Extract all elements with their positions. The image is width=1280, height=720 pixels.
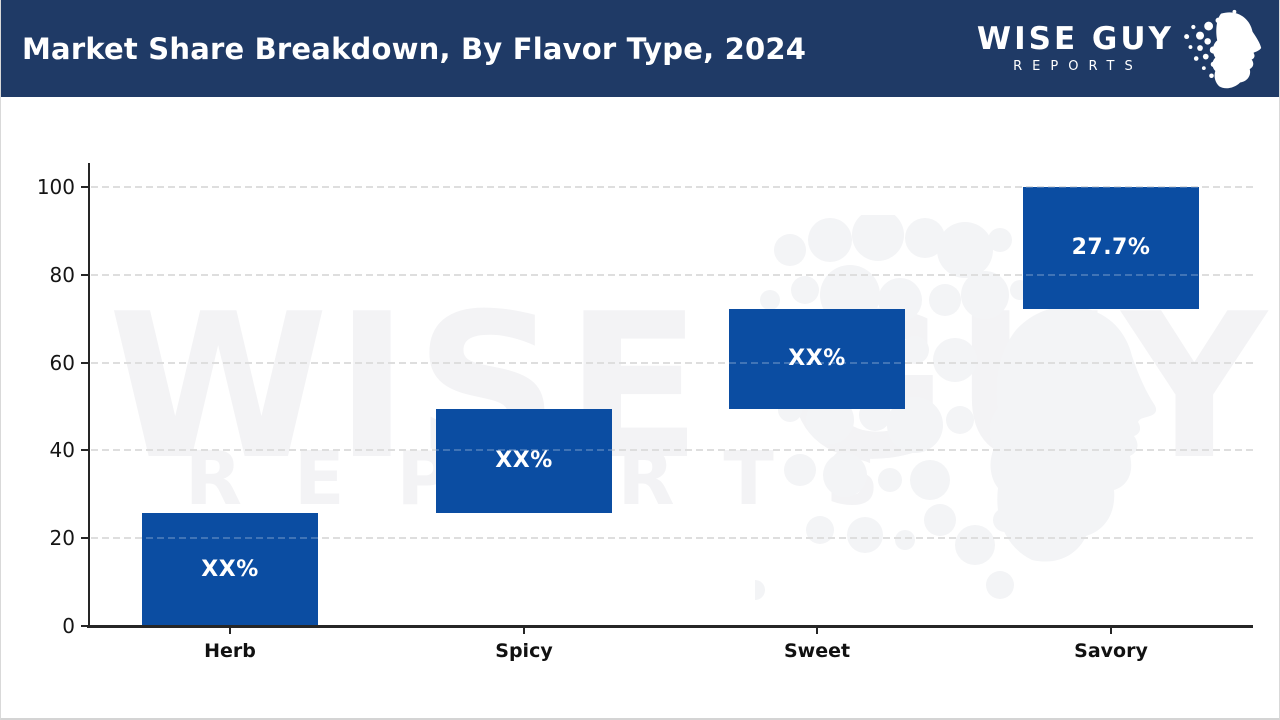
y-axis-line (88, 163, 90, 626)
y-axis-tick (81, 449, 89, 452)
brand-head-icon (1184, 9, 1262, 88)
x-tick-label: Herb (204, 640, 256, 662)
header-bar: Market Share Breakdown, By Flavor Type, … (0, 0, 1280, 97)
x-tick-label: Spicy (495, 640, 553, 662)
bar-sweet: XX% (729, 308, 905, 409)
x-axis-tick (523, 628, 525, 634)
brand-name: WISE GUY (976, 21, 1174, 57)
y-tick-label: 0 (62, 614, 75, 638)
x-axis-tick (816, 628, 818, 634)
gridline (91, 361, 1253, 364)
y-tick-label: 80 (49, 262, 75, 287)
y-tick-label: 40 (49, 438, 75, 463)
page-title: Market Share Breakdown, By Flavor Type, … (22, 31, 807, 66)
bar-herb: XX% (142, 512, 318, 626)
x-axis-tick (229, 628, 231, 634)
y-axis-tick (81, 361, 89, 364)
x-tick-label: Savory (1074, 640, 1148, 662)
gridline (91, 273, 1253, 276)
y-axis-tick (81, 186, 89, 188)
y-axis-tick (81, 273, 89, 276)
x-axis-line (87, 625, 1253, 628)
gridline (91, 449, 1253, 452)
gridline (91, 186, 1253, 188)
bar-value-label: XX% (495, 448, 553, 474)
brand-logo: WISE GUY REPORTS (977, 6, 1280, 92)
x-axis-tick (1110, 628, 1112, 634)
bar-value-label: XX% (201, 556, 259, 582)
x-tick-label: Sweet (783, 640, 851, 662)
bar-spicy: XX% (436, 408, 612, 513)
brand-subtitle: REPORTS (1013, 59, 1143, 74)
y-tick-label: 100 (36, 175, 75, 199)
bar-value-label: 27.7% (1071, 235, 1151, 261)
bar-value-label: XX% (788, 346, 846, 372)
y-axis-tick (81, 537, 89, 540)
y-tick-label: 60 (49, 350, 75, 375)
gridline (91, 537, 1253, 540)
y-tick-label: 20 (49, 526, 75, 551)
y-axis-tick (81, 625, 89, 627)
bar-savory: 27.7% (1023, 187, 1199, 309)
brand-logo-text: WISE GUY REPORTS (976, 21, 1174, 74)
